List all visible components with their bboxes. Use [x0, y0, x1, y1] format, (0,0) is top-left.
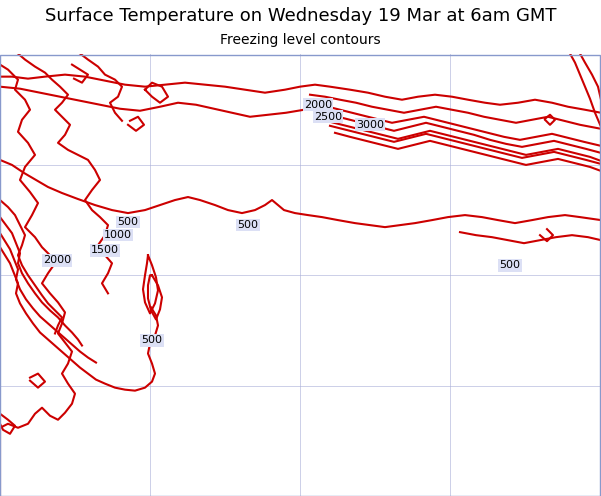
Text: Freezing level contours: Freezing level contours: [220, 33, 381, 47]
Text: 500: 500: [237, 220, 258, 230]
Text: 1500: 1500: [91, 245, 119, 255]
Text: 3000: 3000: [356, 120, 384, 130]
Text: Surface Temperature on Wednesday 19 Mar at 6am GMT: Surface Temperature on Wednesday 19 Mar …: [44, 7, 557, 25]
Text: 2500: 2500: [314, 112, 342, 122]
Text: 500: 500: [499, 260, 520, 270]
Text: 2000: 2000: [304, 100, 332, 110]
Text: 1000: 1000: [104, 230, 132, 240]
Text: 500: 500: [141, 335, 162, 346]
Text: 500: 500: [118, 217, 138, 227]
Text: 2000: 2000: [43, 255, 71, 265]
